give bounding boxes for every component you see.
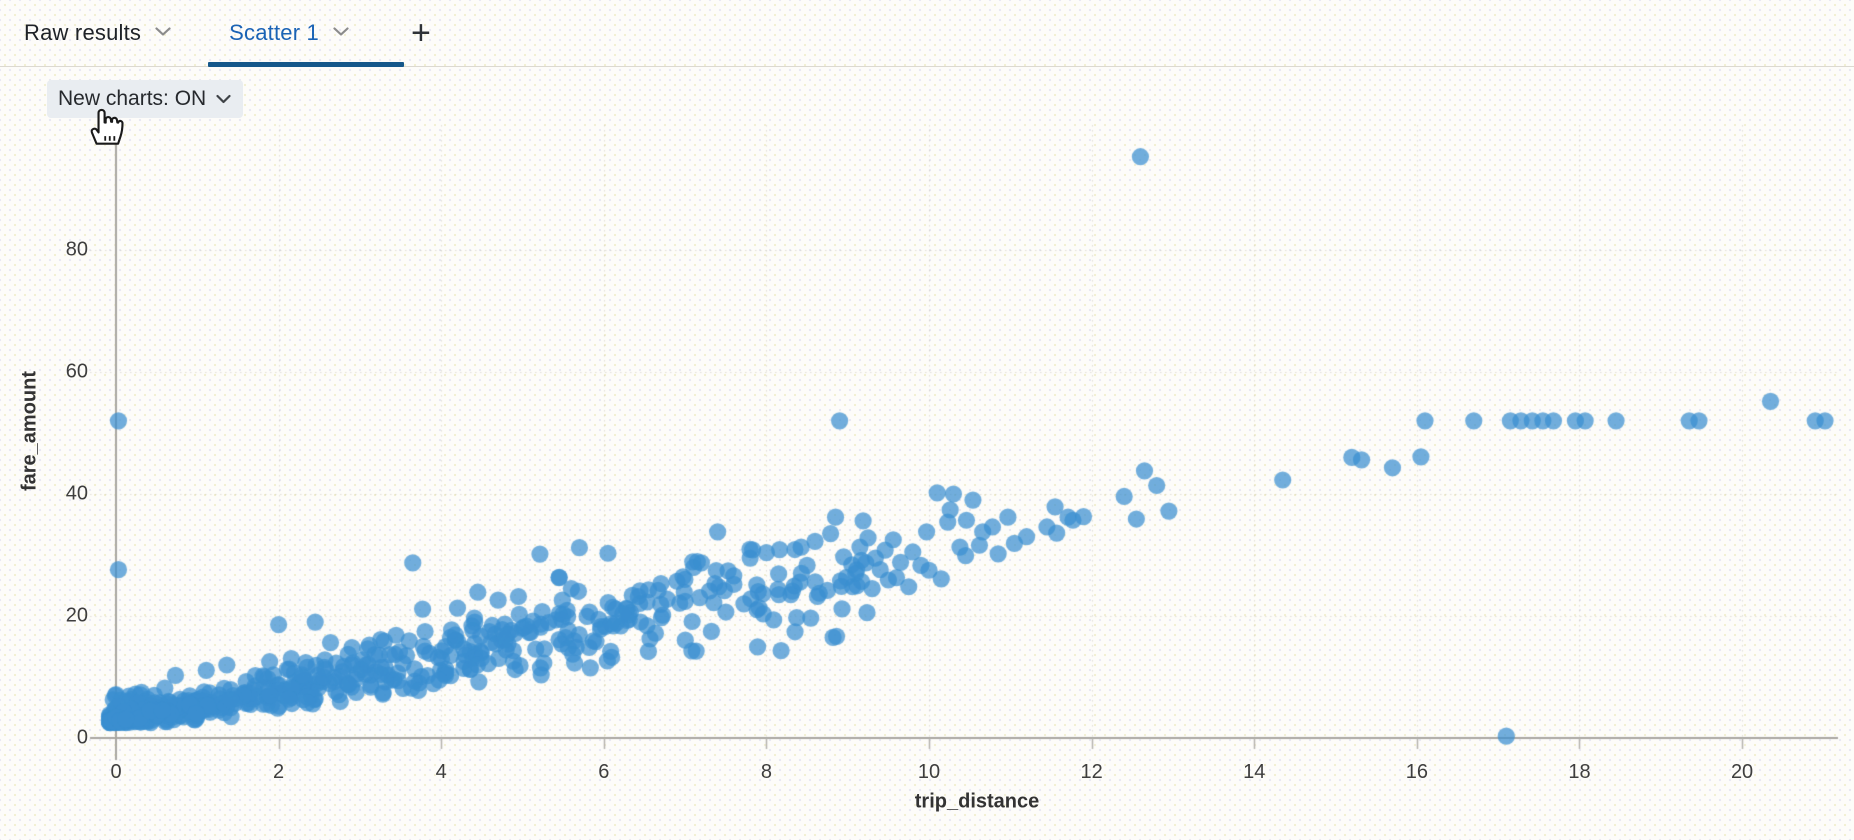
x-tick-label: 6 xyxy=(598,761,610,783)
add-chart-tab-button[interactable]: + xyxy=(401,13,441,53)
x-tick-label: 14 xyxy=(1243,761,1266,783)
x-tick-label: 20 xyxy=(1730,761,1754,783)
x-tick-label: 12 xyxy=(1080,761,1103,783)
y-tick-label: 60 xyxy=(65,360,88,383)
tab-raw-results-label: Raw results xyxy=(24,20,142,45)
x-tick-label: 10 xyxy=(917,761,941,783)
x-tick-label: 0 xyxy=(110,761,122,783)
x-axis-title: trip_distance xyxy=(914,790,1040,813)
scatter-plot-canvas[interactable] xyxy=(0,67,1854,840)
x-tick-label: 4 xyxy=(435,761,447,783)
y-axis-title: fare_amount xyxy=(18,370,41,492)
x-tick-label: 2 xyxy=(273,761,285,783)
x-tick-label: 18 xyxy=(1568,761,1591,783)
y-tick-label: 40 xyxy=(65,482,88,505)
tab-scatter-1[interactable]: Scatter 1 xyxy=(229,20,349,46)
chevron-down-icon xyxy=(155,24,171,42)
chevron-down-icon xyxy=(333,24,349,42)
tab-raw-results[interactable]: Raw results xyxy=(24,20,171,46)
y-tick-label: 0 xyxy=(76,726,88,749)
active-tab-underline xyxy=(208,62,404,67)
x-tick-label: 16 xyxy=(1405,761,1428,783)
y-tick-label: 80 xyxy=(65,238,88,261)
tab-bar: Raw results Scatter 1 + xyxy=(0,0,1854,67)
y-tick-label: 20 xyxy=(65,604,88,627)
tab-scatter-1-label: Scatter 1 xyxy=(229,20,319,45)
x-tick-label: 8 xyxy=(760,761,772,783)
